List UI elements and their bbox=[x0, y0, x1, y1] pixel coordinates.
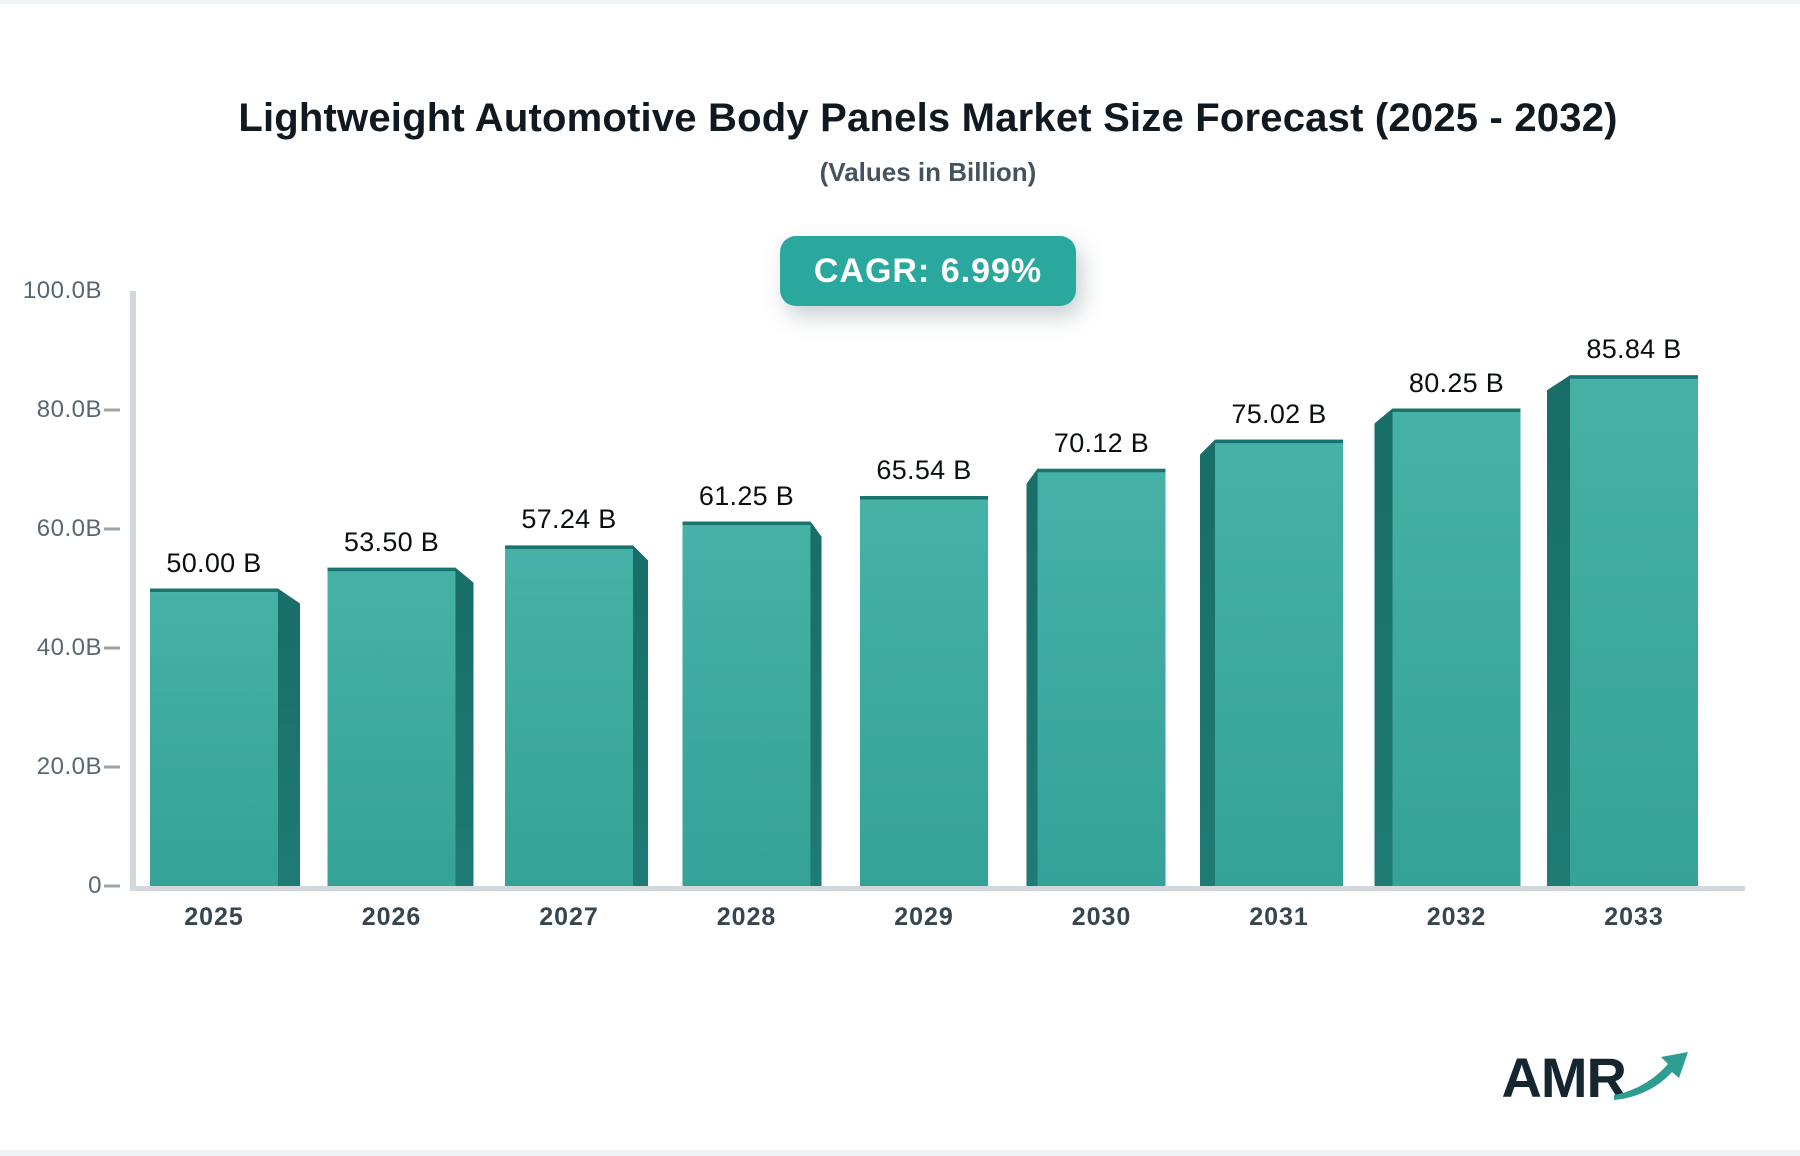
x-axis-line bbox=[130, 886, 1745, 891]
bar-2025[interactable] bbox=[150, 588, 300, 887]
bar-top-edge bbox=[860, 496, 988, 500]
amr-logo-arrow-icon bbox=[1614, 1052, 1688, 1100]
bar-front-face bbox=[505, 545, 633, 886]
bar-2032[interactable] bbox=[1374, 408, 1521, 886]
bar-side-face bbox=[633, 545, 648, 886]
bar-2030[interactable] bbox=[1026, 468, 1166, 886]
bar-side-face bbox=[810, 521, 822, 886]
bar-front-face bbox=[1037, 468, 1166, 886]
bar-side-face bbox=[1374, 408, 1393, 886]
bar-front-face bbox=[682, 521, 811, 886]
chart-subtitle: (Values in Billion) bbox=[819, 157, 1037, 187]
bar-top-edge bbox=[682, 521, 811, 526]
bar-side-face bbox=[1200, 439, 1215, 886]
bar-front-face bbox=[150, 588, 278, 886]
bar-side-face bbox=[1026, 468, 1038, 886]
chart-header: Lightweight Automotive Body Panels Marke… bbox=[56, 96, 1800, 306]
bar-top-edge bbox=[150, 588, 278, 592]
bar-2033[interactable] bbox=[1547, 375, 1698, 886]
bar-top-edge bbox=[1215, 439, 1343, 444]
y-tick-mark bbox=[104, 527, 120, 531]
bar-top-edge bbox=[1570, 375, 1698, 379]
amr-logo-text: AMR bbox=[1501, 1046, 1627, 1109]
bar-front-face bbox=[1570, 375, 1698, 886]
bar-2026[interactable] bbox=[327, 567, 474, 886]
bar-side-face bbox=[455, 567, 474, 886]
cagr-badge: CAGR: 6.99% bbox=[779, 236, 1077, 306]
page-edge-top bbox=[0, 0, 1800, 4]
bar-2029[interactable] bbox=[860, 496, 988, 886]
bar-side-face bbox=[1547, 375, 1570, 886]
y-tick-mark bbox=[104, 765, 120, 769]
bar-top-edge bbox=[505, 545, 633, 549]
y-axis-line bbox=[130, 291, 136, 891]
bar-front-face bbox=[860, 496, 988, 886]
bar-side-face bbox=[278, 588, 300, 886]
y-tick-mark bbox=[104, 884, 120, 888]
chart-title: Lightweight Automotive Body Panels Marke… bbox=[238, 96, 1618, 140]
bar-top-edge bbox=[327, 567, 456, 572]
y-tick-mark bbox=[104, 408, 120, 412]
bar-front-face bbox=[1392, 408, 1521, 886]
page-edge-bottom bbox=[0, 1150, 1800, 1156]
bar-2031[interactable] bbox=[1200, 439, 1343, 886]
y-tick-mark bbox=[104, 646, 120, 650]
bar-top-edge bbox=[1392, 408, 1521, 413]
bar-front-face bbox=[1215, 439, 1343, 886]
amr-logo: AMR bbox=[1501, 1048, 1698, 1106]
bar-2028[interactable] bbox=[682, 521, 822, 886]
bar-2027[interactable] bbox=[505, 545, 648, 886]
bar-top-edge bbox=[1037, 468, 1166, 473]
bar-front-face bbox=[327, 567, 456, 886]
